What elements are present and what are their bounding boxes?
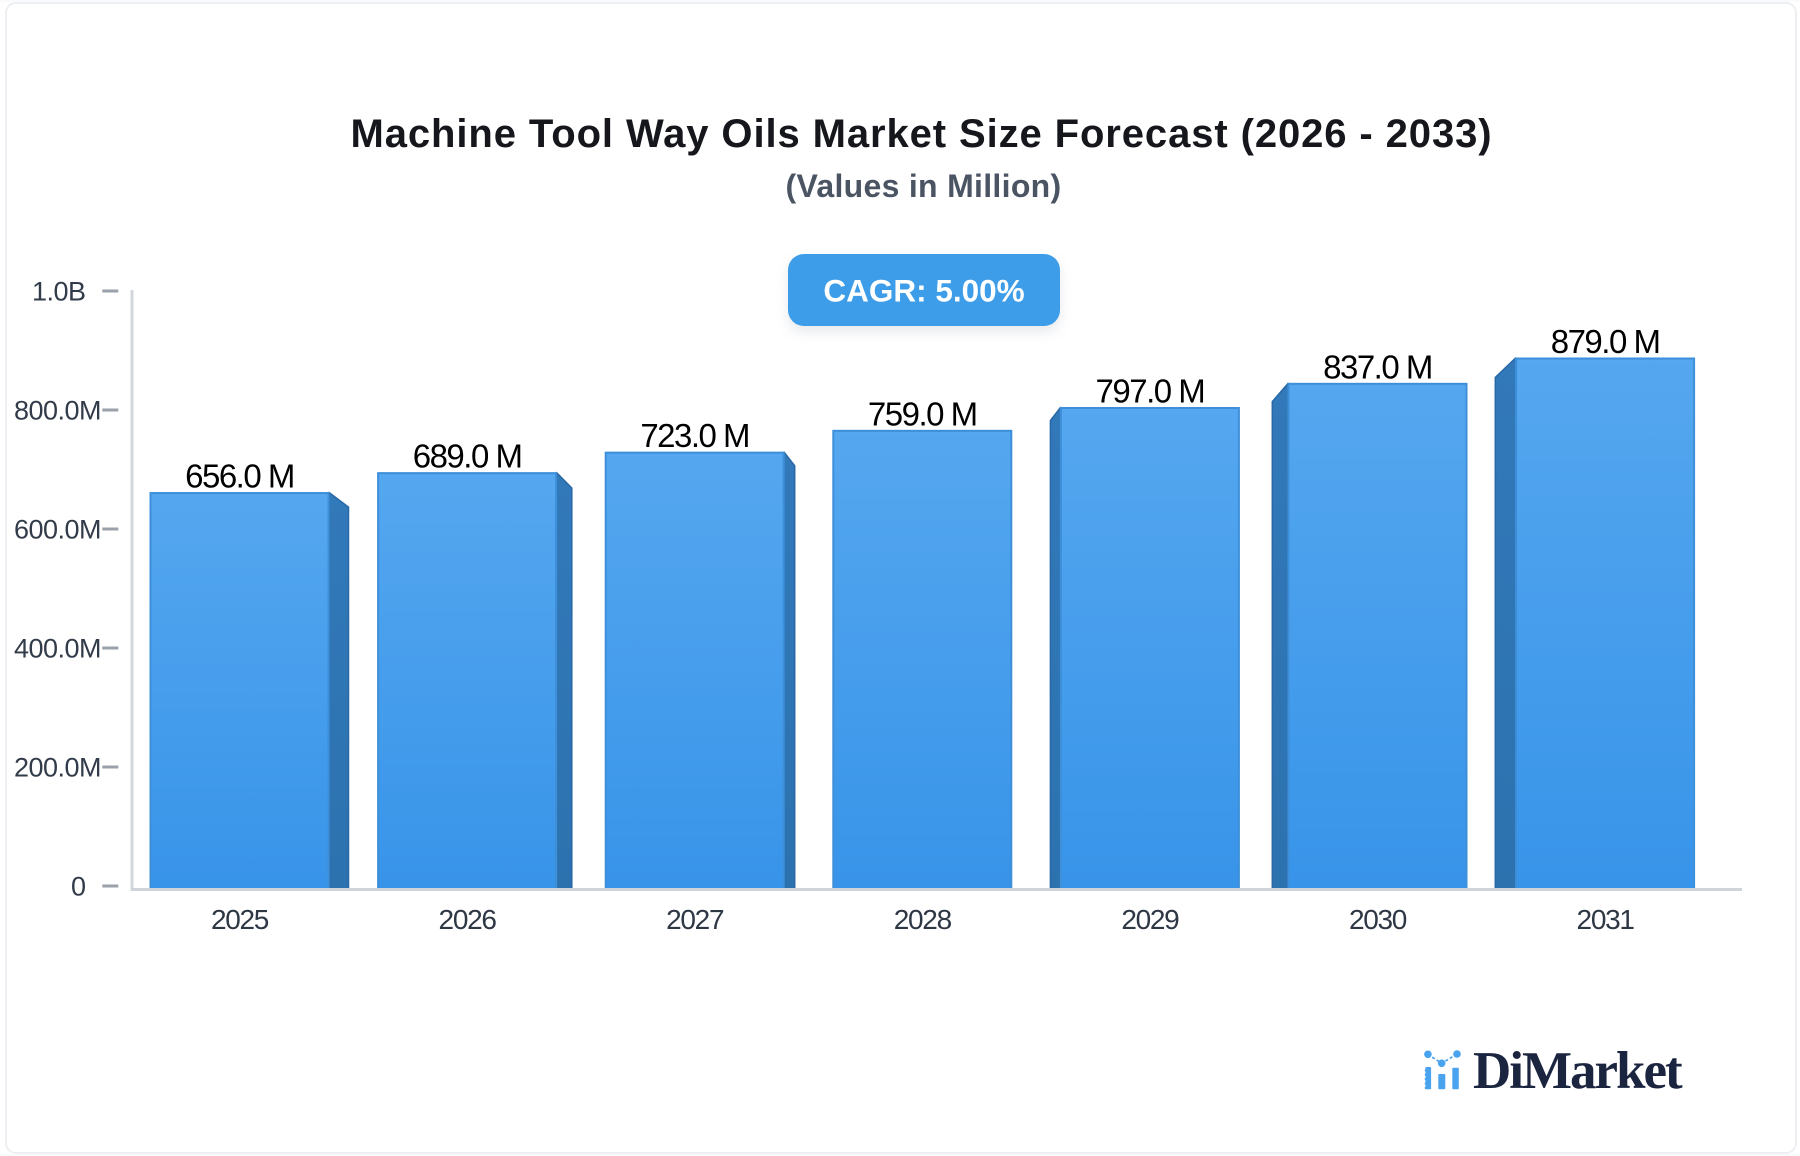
- svg-text:2027: 2027: [666, 904, 724, 935]
- svg-text:2030: 2030: [1349, 904, 1407, 935]
- svg-text:CAGR: 5.00%: CAGR: 5.00%: [823, 273, 1024, 309]
- svg-text:2028: 2028: [894, 904, 952, 935]
- svg-text:(Values in Million): (Values in Million): [786, 168, 1062, 204]
- svg-text:200.0M: 200.0M: [14, 752, 101, 782]
- svg-text:Machine Tool Way Oils Market S: Machine Tool Way Oils Market Size Foreca…: [351, 112, 1493, 156]
- svg-text:2026: 2026: [439, 904, 497, 935]
- svg-text:1.0B: 1.0B: [32, 276, 86, 306]
- svg-text:2031: 2031: [1577, 904, 1635, 935]
- svg-text:879.0 M: 879.0 M: [1551, 323, 1660, 360]
- svg-text:0: 0: [71, 871, 86, 901]
- svg-text:2025: 2025: [211, 904, 269, 935]
- svg-text:656.0 M: 656.0 M: [185, 458, 294, 495]
- svg-text:DiMarket: DiMarket: [1473, 1042, 1683, 1100]
- svg-text:797.0 M: 797.0 M: [1096, 373, 1205, 410]
- svg-text:600.0M: 600.0M: [14, 514, 101, 544]
- svg-text:759.0 M: 759.0 M: [868, 395, 977, 432]
- svg-text:2029: 2029: [1121, 904, 1179, 935]
- svg-text:837.0 M: 837.0 M: [1323, 348, 1432, 385]
- svg-text:400.0M: 400.0M: [14, 633, 101, 663]
- svg-text:689.0 M: 689.0 M: [413, 438, 522, 475]
- svg-text:723.0 M: 723.0 M: [640, 417, 749, 454]
- svg-text:800.0M: 800.0M: [14, 395, 101, 425]
